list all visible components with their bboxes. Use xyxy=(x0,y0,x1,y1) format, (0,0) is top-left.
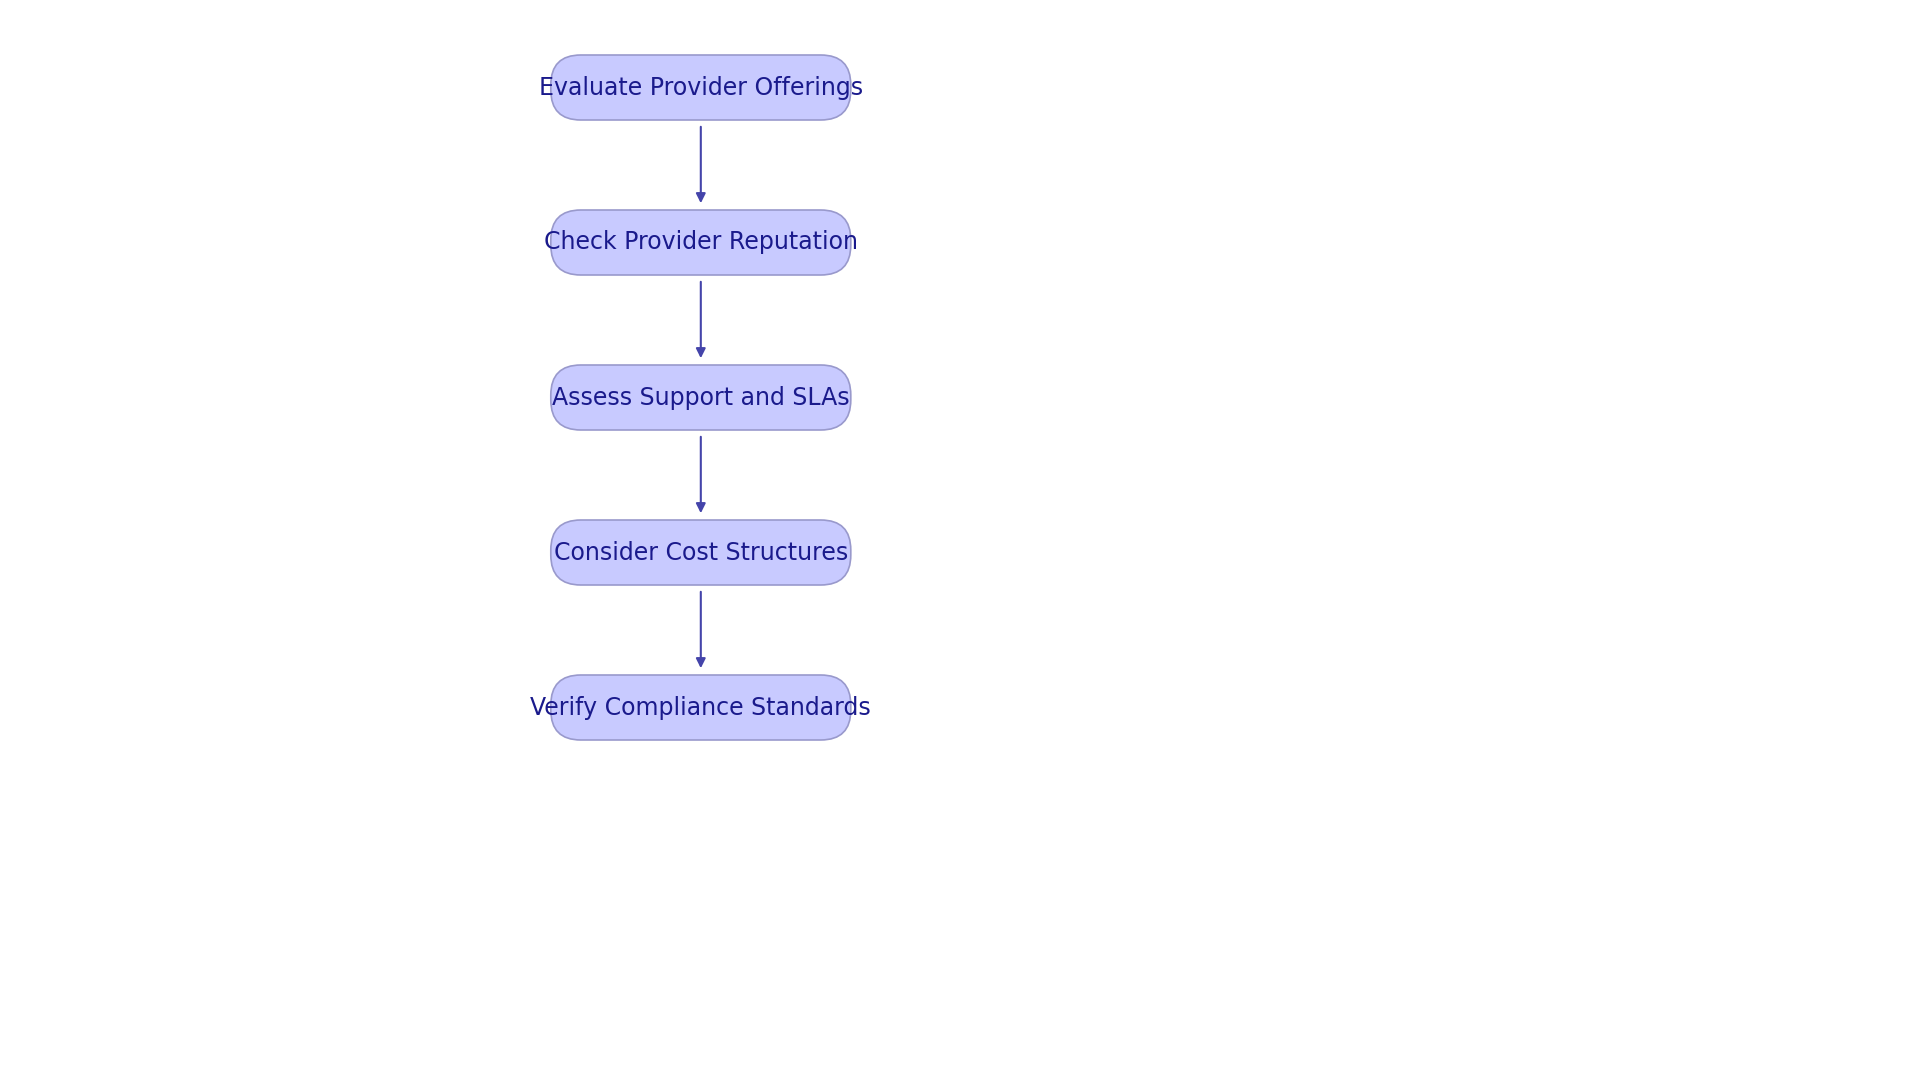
Text: Evaluate Provider Offerings: Evaluate Provider Offerings xyxy=(540,76,862,100)
FancyBboxPatch shape xyxy=(551,365,851,430)
Text: Assess Support and SLAs: Assess Support and SLAs xyxy=(551,386,851,409)
Text: Check Provider Reputation: Check Provider Reputation xyxy=(543,231,858,255)
FancyBboxPatch shape xyxy=(551,675,851,740)
FancyBboxPatch shape xyxy=(551,520,851,585)
FancyBboxPatch shape xyxy=(551,210,851,275)
Text: Verify Compliance Standards: Verify Compliance Standards xyxy=(530,695,872,719)
FancyBboxPatch shape xyxy=(551,55,851,120)
Text: Consider Cost Structures: Consider Cost Structures xyxy=(553,540,849,564)
